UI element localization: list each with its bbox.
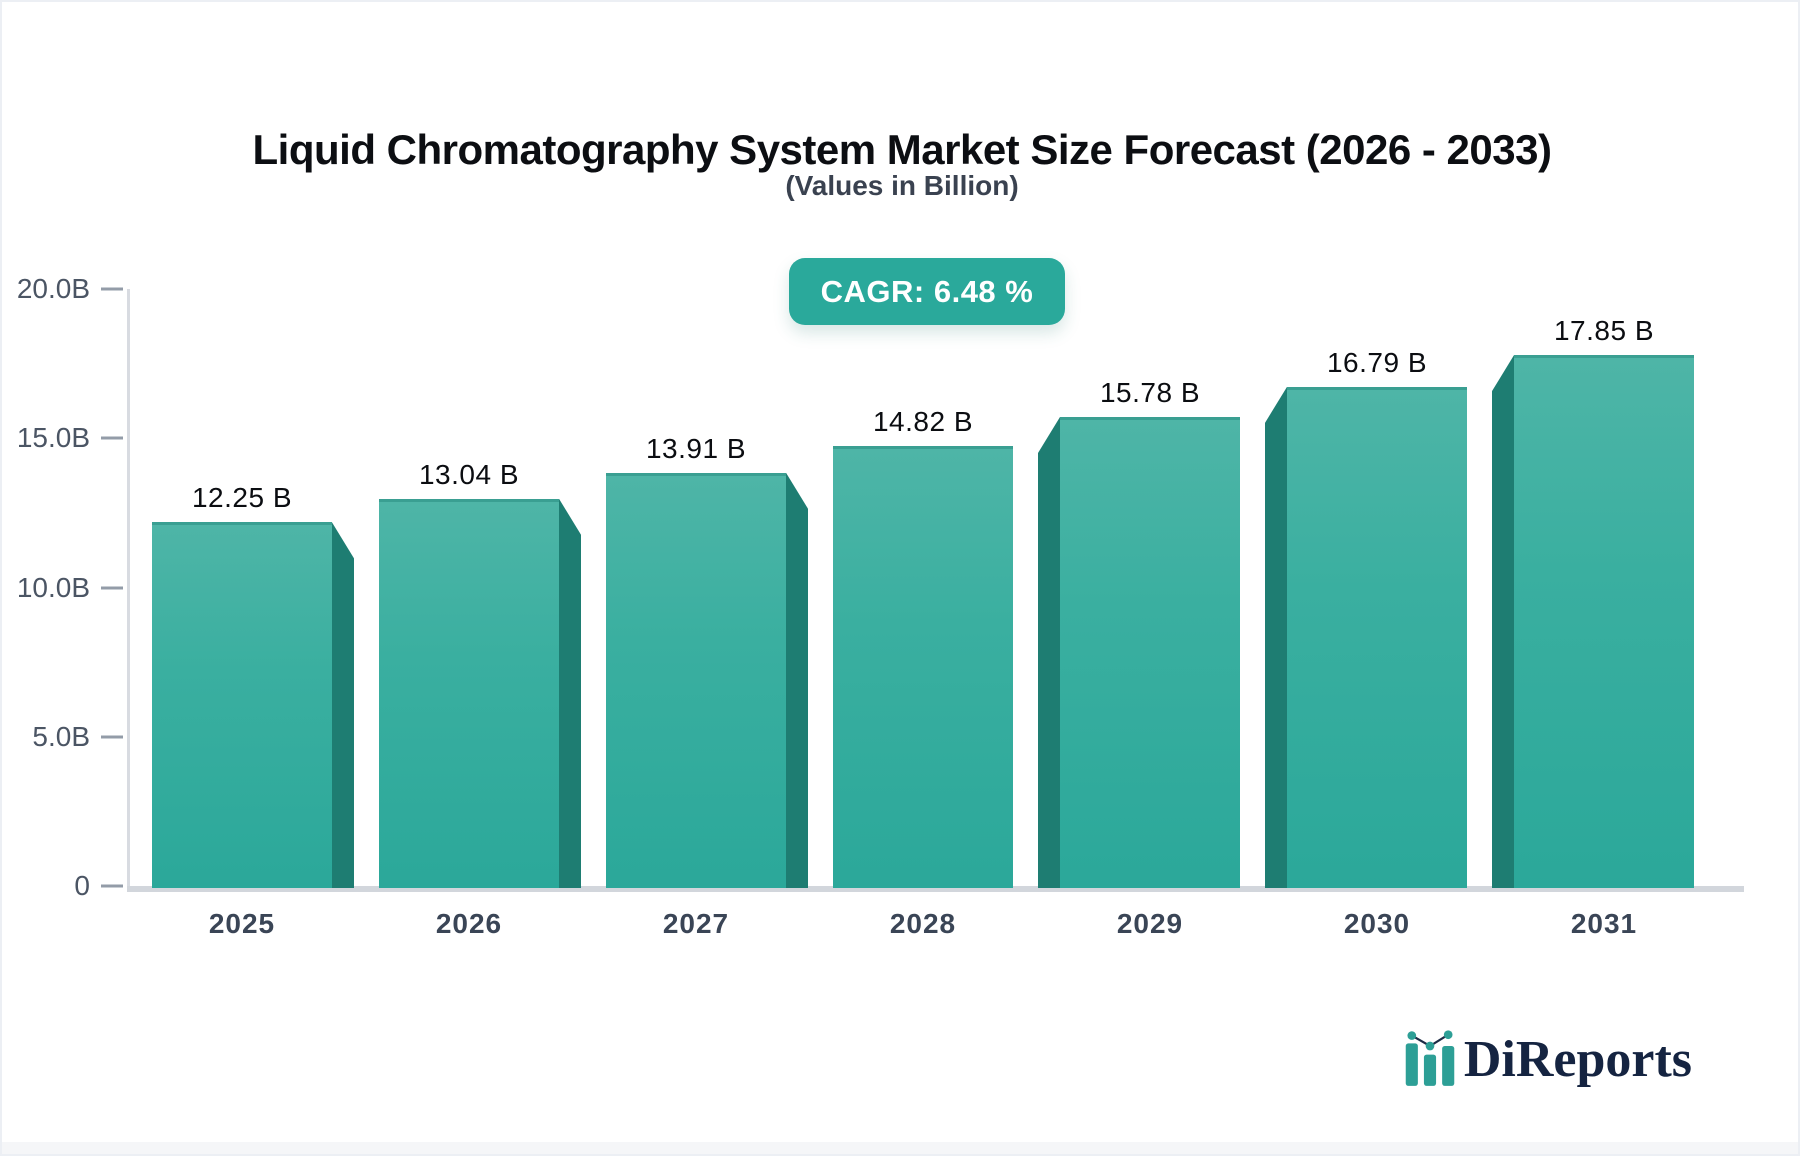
bar-side-face: [1492, 355, 1514, 888]
bar-value-label: 15.78 B: [1099, 376, 1201, 408]
bar-2031: [1514, 355, 1694, 888]
bar-2028: [833, 445, 1013, 888]
bar-2025: [152, 522, 332, 888]
direports-logo: DiReports: [1404, 1028, 1692, 1090]
bar-2027: [606, 472, 786, 888]
y-axis-tick: [101, 884, 123, 888]
x-axis-label: 2025: [208, 908, 276, 939]
x-axis-line: [127, 886, 1744, 892]
y-axis-tick: [101, 287, 123, 291]
y-axis-tick: [101, 735, 123, 739]
x-axis-label: 2028: [889, 908, 957, 939]
x-axis-label: 2031: [1570, 908, 1638, 939]
bar-side-face: [559, 498, 581, 888]
y-axis-label: 0: [74, 870, 90, 901]
bar-2029: [1060, 416, 1240, 888]
bar-value-label: 13.91 B: [645, 432, 747, 464]
cagr-badge-label: CAGR: 6.48 %: [820, 273, 1034, 309]
bar-side-face: [1265, 386, 1287, 888]
y-axis-tick: [101, 436, 123, 440]
bar-value-label: 14.82 B: [872, 405, 974, 437]
bar-value-label: 17.85 B: [1553, 315, 1655, 347]
bar-value-label: 13.04 B: [418, 458, 520, 490]
y-axis-label: 5.0B: [32, 720, 90, 752]
y-axis-tick: [101, 586, 123, 589]
direports-logo-icon: [1405, 1030, 1455, 1086]
x-axis-label: 2030: [1343, 908, 1411, 939]
chart-title: Liquid Chromatography System Market Size…: [252, 126, 1552, 174]
bar-side-face: [332, 522, 354, 888]
bar-2030: [1287, 386, 1467, 888]
bar-side-face: [786, 472, 808, 888]
cagr-badge: CAGR: 6.48 %: [789, 258, 1065, 325]
x-axis-label: 2029: [1116, 908, 1184, 939]
y-axis-line: [127, 289, 130, 892]
y-axis-label: 15.0B: [16, 422, 90, 454]
bar-side-face: [1038, 416, 1060, 888]
y-axis-label: 20.0B: [16, 273, 90, 304]
x-axis-label: 2026: [435, 908, 503, 939]
direports-logo-text: DiReports: [1463, 1030, 1692, 1088]
x-axis-label: 2027: [662, 908, 730, 939]
footer-strip: [2, 1142, 1798, 1154]
bar-value-label: 16.79 B: [1326, 346, 1428, 378]
chart-subtitle: (Values in Billion): [785, 170, 1019, 201]
y-axis-label: 10.0B: [16, 571, 90, 603]
bar-2026: [379, 498, 559, 888]
bar-value-label: 12.25 B: [191, 482, 293, 514]
